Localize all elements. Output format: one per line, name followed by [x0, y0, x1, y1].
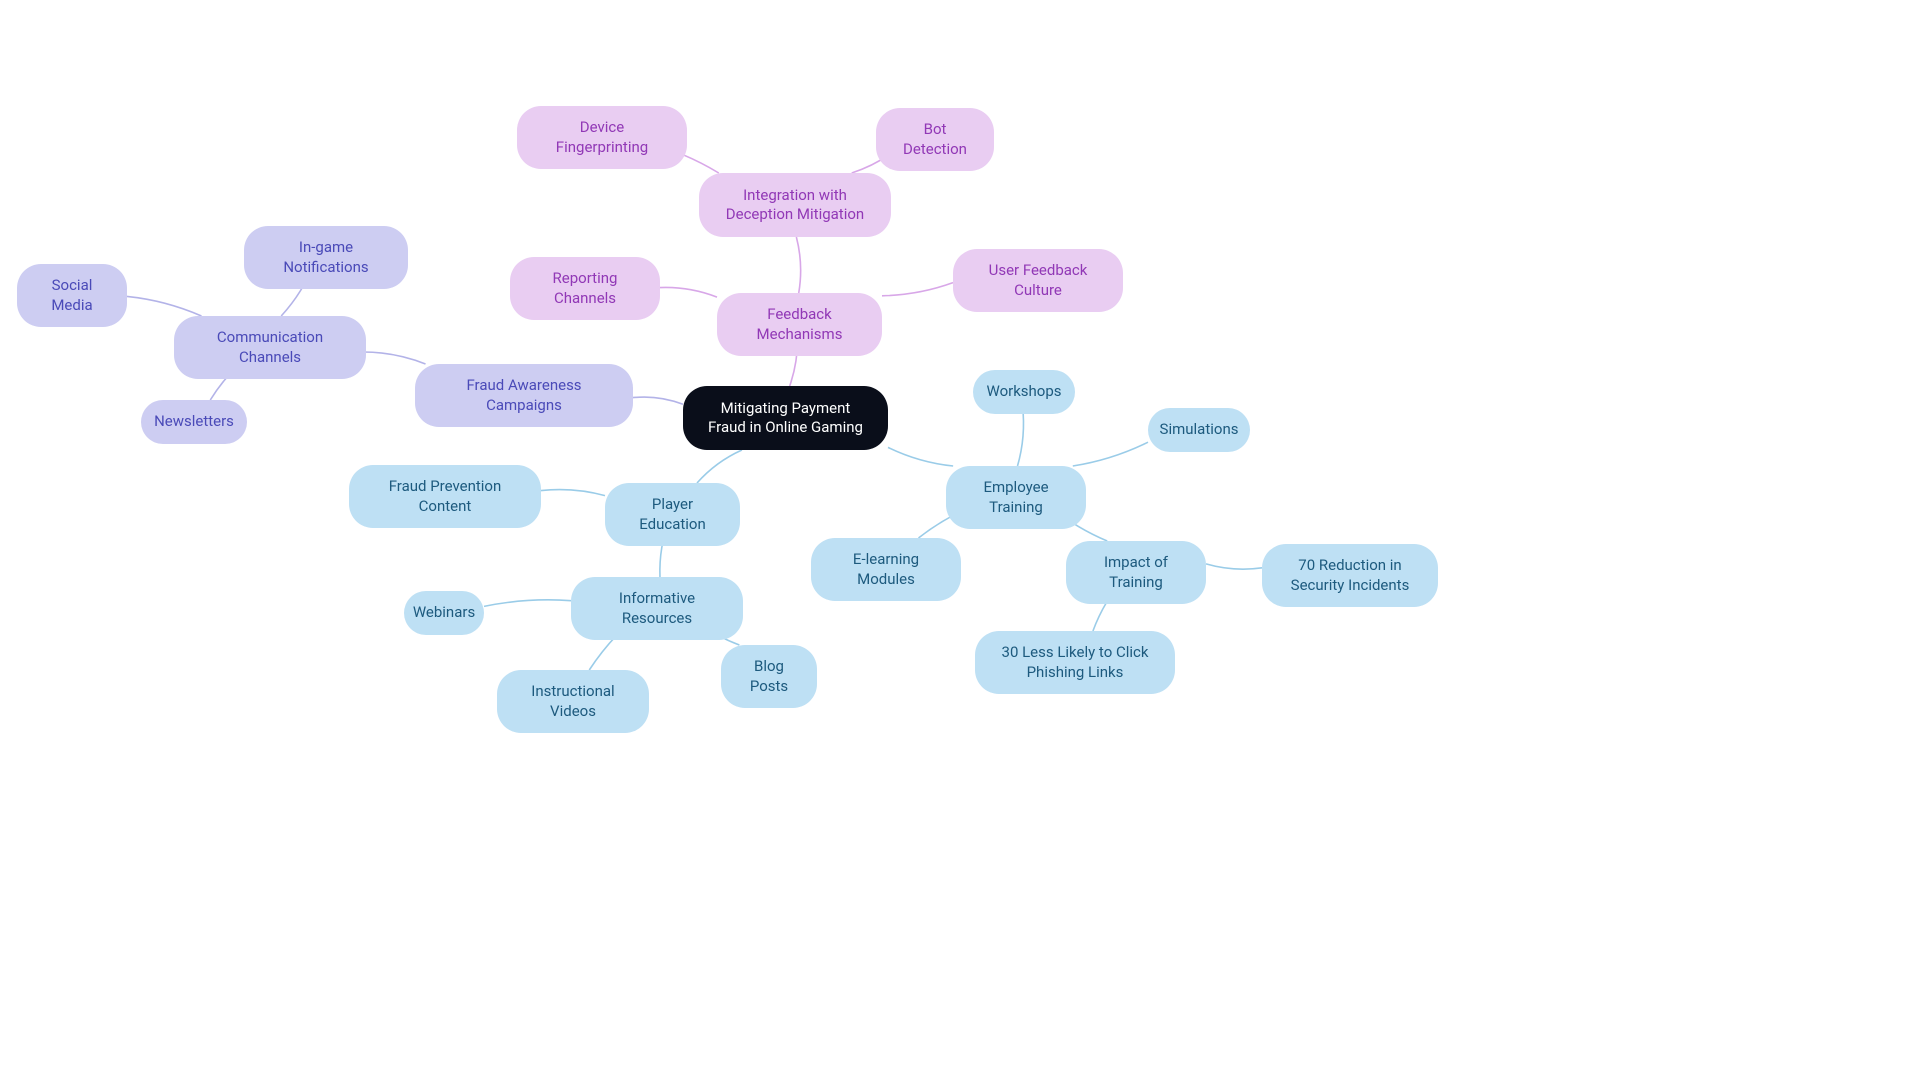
node-device-fp: Device Fingerprinting [517, 106, 687, 169]
node-fraud-content: Fraud Prevention Content [349, 465, 541, 528]
node-blog: Blog Posts [721, 645, 817, 708]
edge [541, 490, 605, 496]
node-center: Mitigating Payment Fraud in Online Gamin… [683, 386, 888, 450]
node-newsletters: Newsletters [141, 400, 247, 444]
node-webinars: Webinars [404, 591, 484, 635]
node-employee-training: Employee Training [946, 466, 1086, 529]
node-impact-training: Impact of Training [1066, 541, 1206, 604]
node-ingame: In-game Notifications [244, 226, 408, 289]
edge [127, 296, 201, 316]
node-user-feedback: User Feedback Culture [953, 249, 1123, 312]
node-fraud-campaigns: Fraud Awareness Campaigns [415, 364, 633, 427]
edge [633, 397, 683, 404]
edge [363, 352, 425, 364]
edge [888, 447, 953, 466]
node-bot: Bot Detection [876, 108, 994, 171]
node-instructional: Instructional Videos [497, 670, 649, 733]
node-informative: Informative Resources [571, 577, 743, 640]
node-elearning: E-learning Modules [811, 538, 961, 601]
node-feedback: Feedback Mechanisms [717, 293, 882, 356]
edge [484, 600, 571, 607]
node-reporting: Reporting Channels [510, 257, 660, 320]
edge [1018, 406, 1024, 466]
node-reduction70: 70 Reduction in Security Incidents [1262, 544, 1438, 607]
edge [796, 237, 800, 293]
node-simulations: Simulations [1148, 408, 1250, 452]
node-social: Social Media [17, 264, 127, 327]
edge [697, 450, 742, 483]
edge [1206, 564, 1262, 569]
node-phishing30: 30 Less Likely to Click Phishing Links [975, 631, 1175, 694]
node-workshops: Workshops [973, 370, 1075, 414]
edge [660, 287, 717, 297]
node-comm-channels: Communication Channels [174, 316, 366, 379]
node-deception: Integration with Deception Mitigation [699, 173, 891, 237]
edge [1073, 442, 1148, 466]
edge [882, 283, 953, 296]
node-player-edu: Player Education [605, 483, 740, 546]
